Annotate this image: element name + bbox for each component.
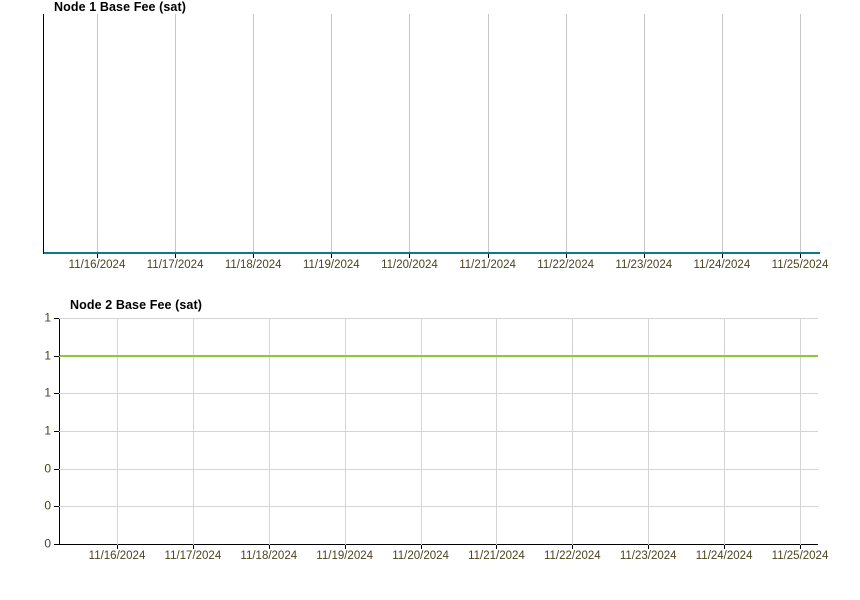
x-axis-tick [420, 545, 422, 549]
series-line-node1 [44, 252, 820, 254]
y-axis-tick [54, 469, 59, 470]
y-axis-tick-label: 1 [44, 348, 51, 363]
gridline-vertical [565, 14, 567, 254]
x-axis-tick [572, 545, 574, 549]
y-axis-tick-label: 0 [44, 536, 51, 551]
x-axis-tick-label: 11/21/2024 [459, 259, 516, 271]
x-axis-tick-label: 11/18/2024 [240, 550, 298, 562]
x-axis-tick-label: 11/19/2024 [316, 550, 374, 562]
gridline-vertical [409, 14, 411, 254]
y-axis-tick [54, 506, 59, 507]
x-axis-tick [565, 254, 567, 258]
x-axis-tick-label: 11/22/2024 [537, 259, 595, 271]
gridline-horizontal [59, 431, 818, 432]
x-axis-tick-label: 11/24/2024 [695, 550, 753, 562]
y-axis-tick-label: 0 [44, 498, 51, 513]
chart-title-node2: Node 2 Base Fee (sat) [70, 298, 203, 312]
x-axis-tick [268, 545, 270, 549]
x-axis-tick [331, 254, 333, 258]
x-axis-tick [643, 254, 645, 258]
chart-panel-node2: Node 2 Base Fee (sat) 1 1 1 1 0 0 0 11/16/2024… [0, 296, 860, 600]
y-axis-tick-label: 1 [44, 385, 51, 400]
y-axis-tick-label: 0 [44, 461, 51, 476]
x-axis-tick-label: 11/25/2024 [771, 259, 829, 271]
x-axis-tick [496, 545, 498, 549]
x-axis-tick-label: 11/23/2024 [619, 550, 677, 562]
chart-panel-node1: Node 1 Base Fee (sat) 11/16/2024 11/17/20… [0, 0, 860, 292]
y-axis-line-node1 [43, 14, 44, 254]
x-axis-tick [648, 545, 650, 549]
x-axis-tick [175, 254, 177, 258]
y-axis-tick [54, 393, 59, 394]
gridline-horizontal [59, 318, 818, 319]
x-axis-tick-label: 11/21/2024 [468, 550, 525, 562]
x-axis-tick [253, 254, 255, 258]
x-axis-tick [800, 254, 801, 258]
x-axis-tick-label: 11/18/2024 [224, 259, 282, 271]
x-axis-tick [487, 254, 489, 258]
x-axis-tick [97, 254, 98, 258]
x-axis-tick [117, 545, 118, 549]
x-axis-tick-label: 11/23/2024 [615, 259, 673, 271]
plot-area-node2 [54, 318, 818, 549]
gridline-horizontal [59, 393, 818, 394]
gridline-vertical [253, 14, 255, 254]
y-axis-tick [54, 544, 59, 545]
gridline-vertical [487, 14, 489, 254]
x-axis-tick [721, 254, 723, 258]
x-axis-tick-label: 11/24/2024 [693, 259, 751, 271]
gridline-horizontal [59, 469, 818, 470]
gridline-vertical [643, 14, 645, 254]
x-axis-tick [800, 545, 801, 549]
y-axis-tick [54, 318, 59, 319]
x-axis-tick-label: 11/20/2024 [392, 550, 449, 562]
x-axis-tick-label: 11/16/2024 [68, 259, 126, 271]
x-axis-line-node2 [59, 544, 818, 545]
plot-area-node1 [43, 14, 820, 258]
chart-title-node1: Node 1 Base Fee (sat) [54, 0, 187, 14]
x-axis-tick-label: 11/19/2024 [302, 259, 360, 271]
gridline-vertical [97, 14, 98, 254]
x-axis-tick [724, 545, 726, 549]
series-line-node2 [60, 355, 818, 357]
x-axis-tick-label: 11/17/2024 [164, 550, 222, 562]
x-axis-tick-label: 11/20/2024 [381, 259, 438, 271]
gridline-vertical [800, 14, 801, 254]
gridline-vertical [331, 14, 333, 254]
y-axis-tick [54, 356, 59, 357]
x-axis-tick [409, 254, 411, 258]
x-axis-tick-label: 11/22/2024 [543, 550, 601, 562]
x-axis-tick-label: 11/25/2024 [771, 550, 829, 562]
gridline-vertical [721, 14, 723, 254]
y-axis-tick-label: 1 [44, 423, 51, 438]
gridline-horizontal [59, 506, 818, 507]
x-axis-tick [192, 545, 194, 549]
x-axis-tick-label: 11/16/2024 [88, 550, 146, 562]
gridline-vertical [175, 14, 177, 254]
x-axis-tick-label: 11/17/2024 [146, 259, 204, 271]
x-axis-tick [344, 545, 346, 549]
y-axis-tick-label: 1 [44, 310, 51, 325]
y-axis-tick [54, 431, 59, 432]
